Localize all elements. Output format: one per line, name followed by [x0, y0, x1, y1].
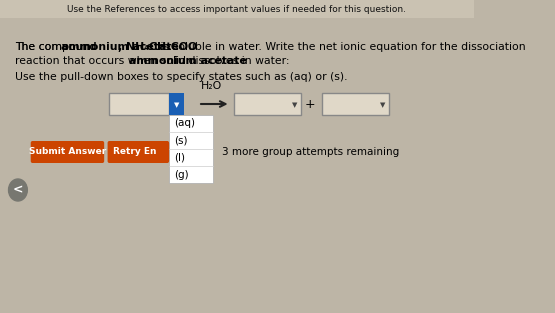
Text: The compound: The compound — [16, 42, 100, 52]
FancyBboxPatch shape — [0, 0, 474, 18]
Text: is soluble in water. Write the net ionic equation for the dissociation: is soluble in water. Write the net ionic… — [157, 42, 526, 52]
Text: ▼: ▼ — [380, 102, 385, 108]
Text: <: < — [13, 183, 23, 197]
Text: reaction that occurs when solid: reaction that occurs when solid — [16, 56, 190, 66]
Text: (s): (s) — [174, 136, 188, 146]
Bar — [109, 93, 169, 115]
Bar — [169, 93, 184, 115]
Bar — [234, 93, 301, 115]
Text: H₂O: H₂O — [201, 81, 223, 91]
Text: , NH₄CH₃COO: , NH₄CH₃COO — [118, 42, 197, 52]
Text: ammonium acetate: ammonium acetate — [129, 56, 246, 66]
Text: Use the pull-down boxes to specify states such as (aq) or (s).: Use the pull-down boxes to specify state… — [16, 72, 348, 82]
Text: Submit Answer: Submit Answer — [29, 147, 106, 156]
FancyBboxPatch shape — [108, 141, 169, 163]
Bar — [169, 143, 214, 161]
Text: ▼: ▼ — [174, 102, 179, 108]
Text: p: p — [173, 147, 180, 156]
Text: Retry En: Retry En — [113, 147, 157, 156]
Text: Use the References to access important values if needed for this question.: Use the References to access important v… — [67, 4, 406, 13]
Bar — [169, 115, 214, 183]
Text: (g): (g) — [174, 170, 189, 179]
Bar — [322, 93, 388, 115]
FancyBboxPatch shape — [31, 141, 104, 163]
Text: ammonium acetate: ammonium acetate — [62, 42, 179, 52]
Text: (aq): (aq) — [174, 119, 195, 129]
Circle shape — [8, 179, 27, 201]
Text: 3 more group attempts remaining: 3 more group attempts remaining — [222, 147, 399, 157]
Text: ▼: ▼ — [292, 102, 297, 108]
Text: +: + — [305, 98, 315, 110]
Text: dissolves in water:: dissolves in water: — [185, 56, 290, 66]
Text: (l): (l) — [174, 152, 185, 162]
Text: The compound: The compound — [16, 42, 100, 52]
